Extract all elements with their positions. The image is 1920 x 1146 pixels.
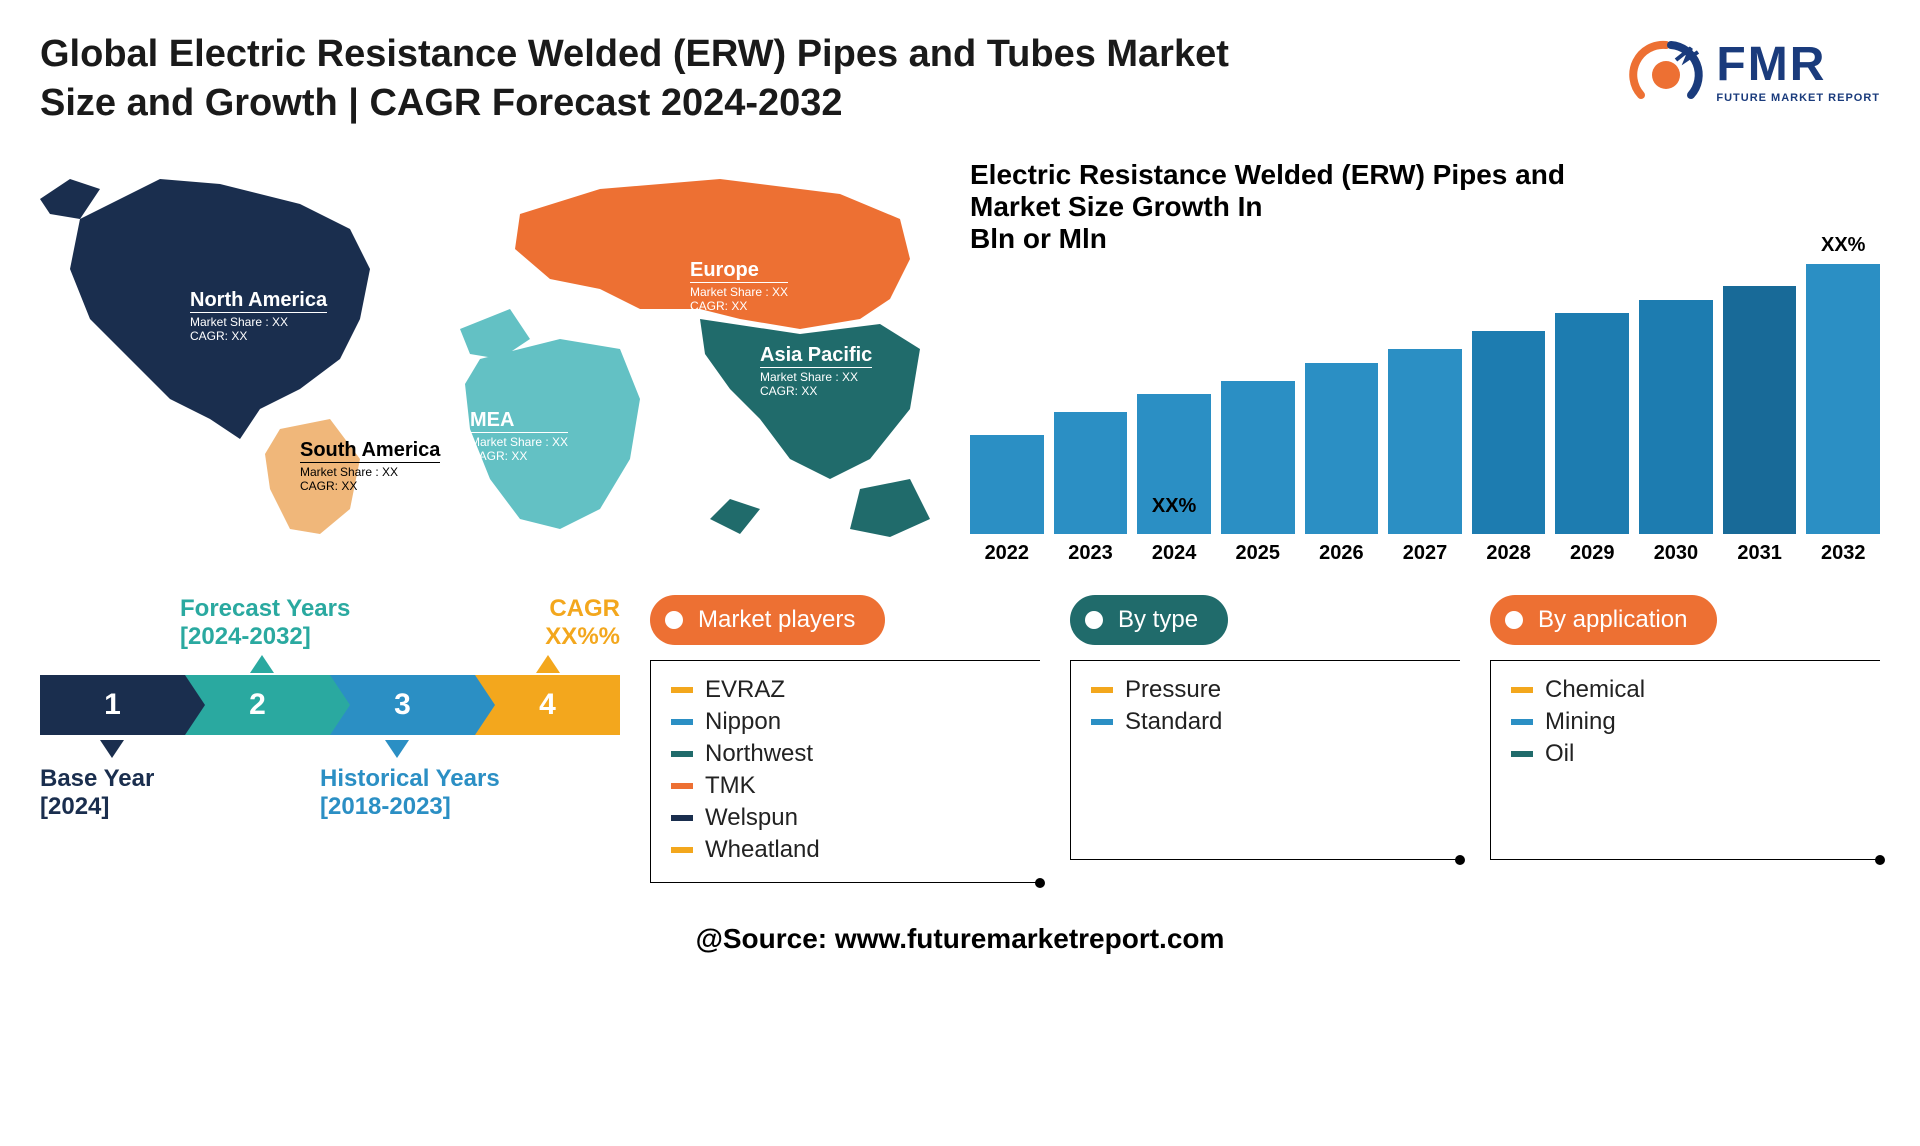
- cagr-label-t2: XX%%: [545, 623, 620, 651]
- historical-pointer-icon: [385, 740, 409, 758]
- list-item: EVRAZ: [671, 676, 1040, 704]
- list-item: Pressure: [1091, 676, 1460, 704]
- bar-col: XX%2032: [1806, 264, 1880, 565]
- list-item: Northwest: [671, 740, 1040, 768]
- bar-col: 2023: [1054, 412, 1128, 565]
- list-item: Welspun: [671, 804, 1040, 832]
- forecast-pointer-icon: [250, 655, 274, 673]
- forecast-label-t2: [2024-2032]: [180, 623, 350, 651]
- base-label-t2: [2024]: [40, 793, 154, 821]
- list-item: Chemical: [1511, 676, 1880, 704]
- forecast-label-t1: Forecast Years: [180, 595, 350, 623]
- bar-col: 2026: [1305, 363, 1379, 565]
- source-text: @Source: www.futuremarketreport.com: [40, 923, 1880, 955]
- by-application-group: By application Chemical Mining Oil: [1490, 595, 1880, 860]
- list-item: Mining: [1511, 708, 1880, 736]
- list-item: TMK: [671, 772, 1040, 800]
- timeline-segment: 2: [185, 675, 330, 735]
- region-label-na: North AmericaMarket Share : XXCAGR: XX: [190, 289, 327, 343]
- bar-col: 2028: [1472, 331, 1546, 565]
- logo-icon: [1626, 30, 1706, 110]
- dot-icon: [1085, 611, 1103, 629]
- barchart-title-l1: Electric Resistance Welded (ERW) Pipes a…: [970, 159, 1565, 190]
- timeline-segment: 1: [40, 675, 185, 735]
- timeline-segment: 3: [330, 675, 475, 735]
- region-label-sa: South AmericaMarket Share : XXCAGR: XX: [300, 439, 440, 493]
- list-item: Standard: [1091, 708, 1460, 736]
- list-item: Wheatland: [671, 836, 1040, 864]
- page-title: Global Electric Resistance Welded (ERW) …: [40, 30, 1290, 129]
- region-label-ap: Asia PacificMarket Share : XXCAGR: XX: [760, 344, 872, 398]
- cagr-label-t1: CAGR: [545, 595, 620, 623]
- market-players-pill: Market players: [650, 595, 885, 645]
- bar-col: 2022: [970, 435, 1044, 565]
- by-application-title: By application: [1538, 606, 1687, 634]
- logo-sub-text: FUTURE MARKET REPORT: [1716, 92, 1880, 104]
- by-application-pill: By application: [1490, 595, 1717, 645]
- fmr-logo: FMR FUTURE MARKET REPORT: [1626, 30, 1880, 110]
- by-type-group: By type Pressure Standard: [1070, 595, 1460, 860]
- logo-fmr-text: FMR: [1716, 37, 1880, 92]
- bar-col: 2030: [1639, 300, 1713, 565]
- bar-col: 2029: [1555, 313, 1629, 565]
- growth-bar-chart: Electric Resistance Welded (ERW) Pipes a…: [970, 159, 1880, 565]
- timeline-segment: 4: [475, 675, 620, 735]
- dot-icon: [1505, 611, 1523, 629]
- region-label-mea: MEAMarket Share : XXCAGR: XX: [470, 409, 568, 463]
- barchart-title-l2: Market Size Growth In: [970, 191, 1263, 222]
- market-players-title: Market players: [698, 606, 855, 634]
- region-label-eu: EuropeMarket Share : XXCAGR: XX: [690, 259, 788, 313]
- dot-icon: [665, 611, 683, 629]
- bar-col: 2031: [1723, 286, 1797, 565]
- bar-col: XX%2024: [1137, 394, 1211, 565]
- historical-label-t2: [2018-2023]: [320, 793, 500, 821]
- historical-label-t1: Historical Years: [320, 765, 500, 793]
- bar-col: 2025: [1221, 381, 1295, 565]
- market-players-group: Market players EVRAZ Nippon Northwest TMK We…: [650, 595, 1040, 883]
- by-type-title: By type: [1118, 606, 1198, 634]
- timeline-chart: Forecast Years [2024-2032] CAGR XX%% 123…: [40, 595, 620, 875]
- by-type-pill: By type: [1070, 595, 1228, 645]
- list-item: Nippon: [671, 708, 1040, 736]
- world-map: North AmericaMarket Share : XXCAGR: XX So…: [40, 159, 940, 539]
- cagr-pointer-icon: [536, 655, 560, 673]
- base-label-t1: Base Year: [40, 765, 154, 793]
- list-item: Oil: [1511, 740, 1880, 768]
- bar-col: 2027: [1388, 349, 1462, 565]
- barchart-title-l3: Bln or Mln: [970, 223, 1107, 254]
- base-pointer-icon: [100, 740, 124, 758]
